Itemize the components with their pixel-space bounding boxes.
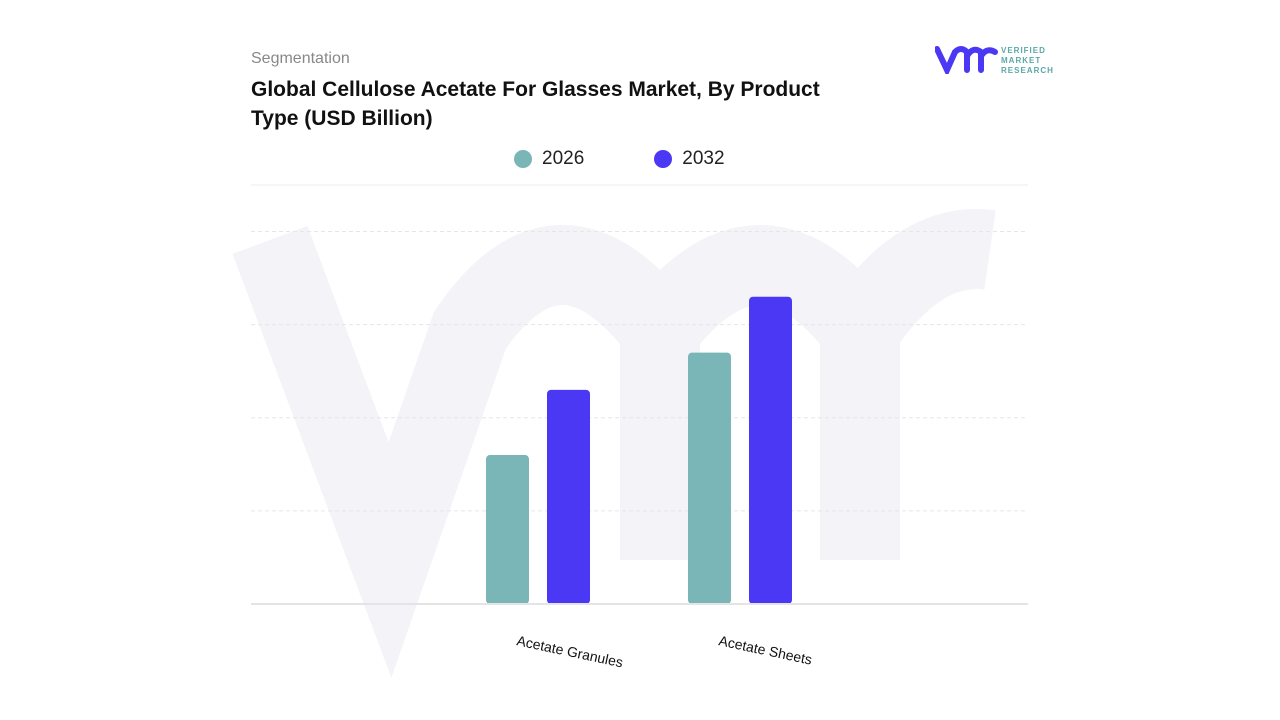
x-tick-label: Acetate Granules	[515, 632, 624, 670]
segment-label: Segmentation	[251, 50, 350, 67]
svg-text:VERIFIED: VERIFIED	[1001, 46, 1046, 55]
bar-2032	[749, 296, 792, 604]
bar-2026	[486, 455, 529, 604]
vmr-logo: VERIFIED MARKET RESEARCH	[934, 44, 1060, 79]
bar-2026	[688, 352, 731, 604]
watermark-shape	[232, 209, 996, 678]
svg-text:MARKET: MARKET	[1001, 56, 1041, 65]
svg-text:RESEARCH: RESEARCH	[1001, 66, 1054, 74]
bar-2032	[547, 389, 590, 604]
chart-title: Global Cellulose Acetate For Glasses Mar…	[251, 78, 820, 130]
x-tick-label: Acetate Sheets	[717, 632, 813, 667]
legend-item-2032: 2032	[654, 148, 725, 170]
legend-item-2026: 2026	[514, 148, 584, 170]
legend: 2026 2032	[514, 148, 725, 170]
